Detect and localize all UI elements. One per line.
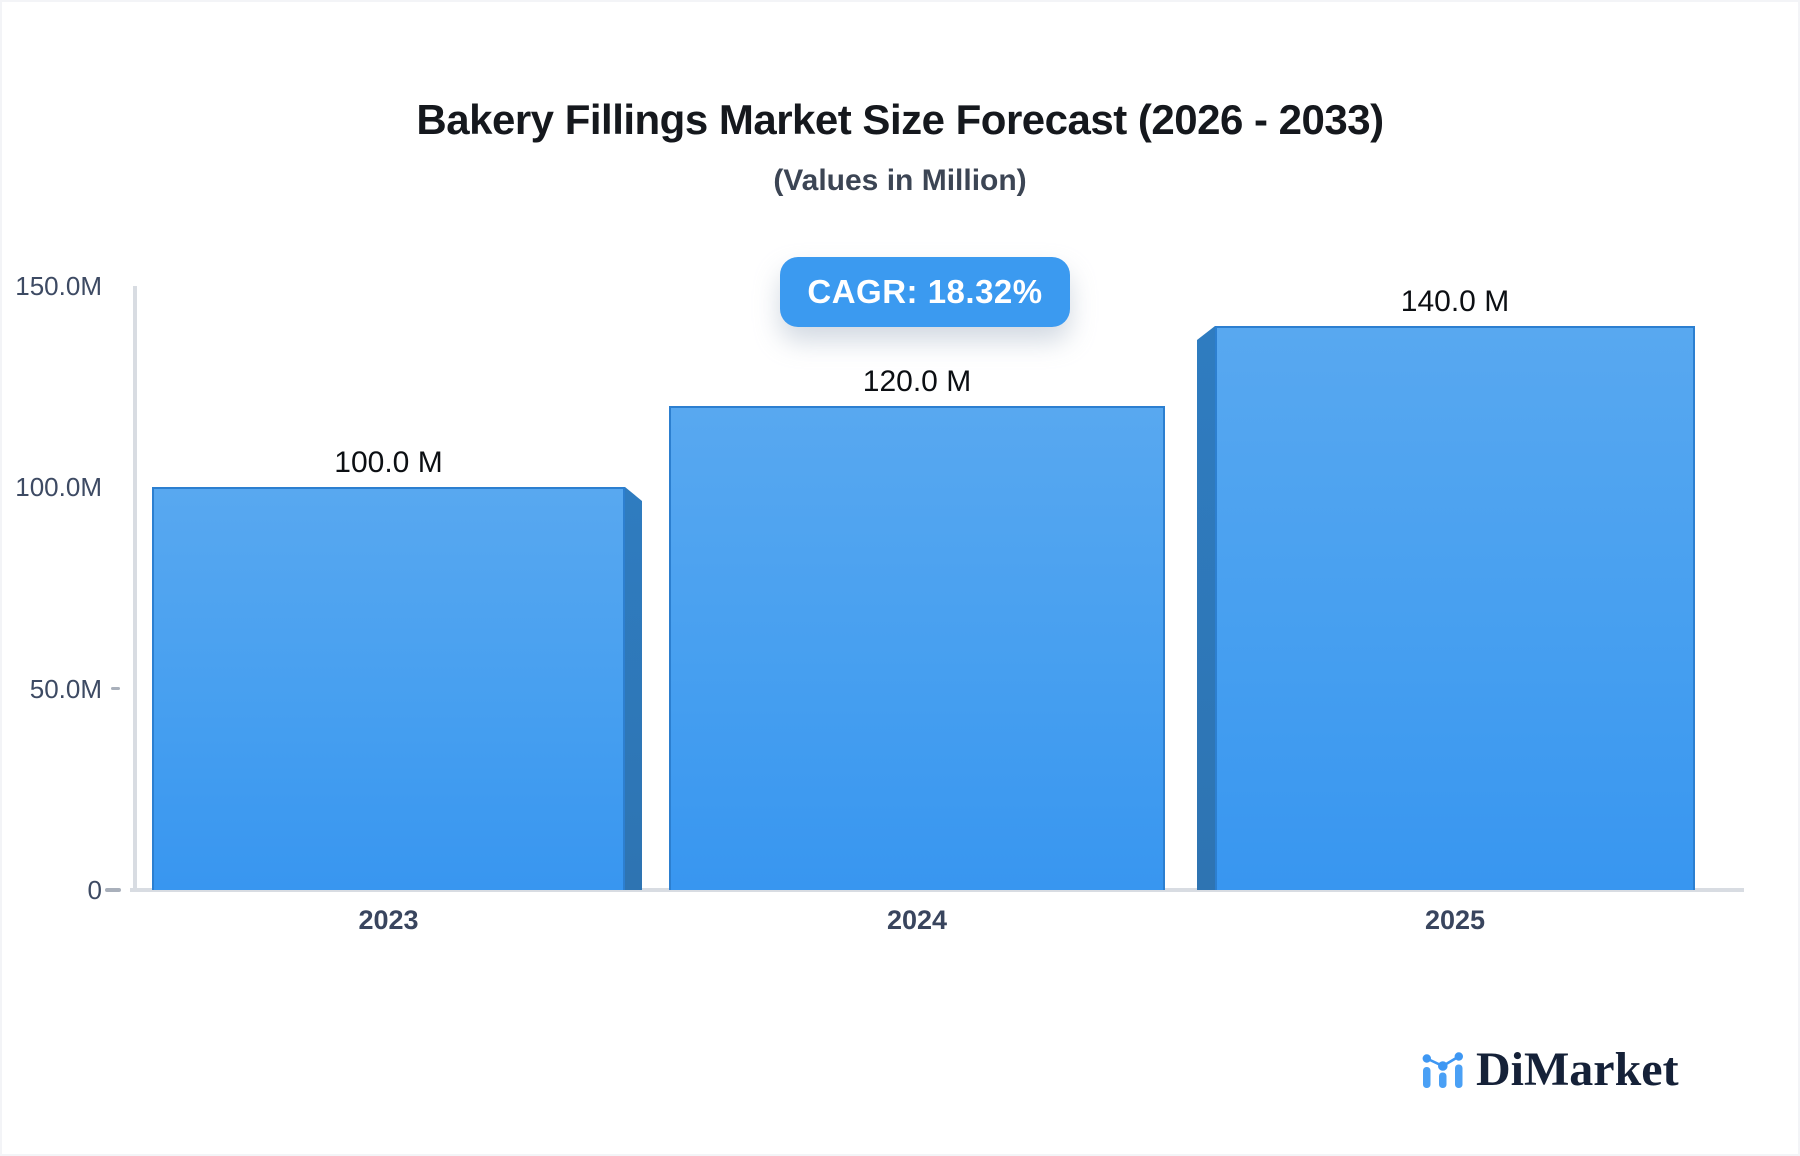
bar-value-label: 100.0 M (334, 446, 443, 479)
brand-logo: DiMarket (1422, 1044, 1679, 1096)
chart-subtitle: (Values in Million) (773, 164, 1027, 197)
y-axis-tick-mark (105, 888, 121, 892)
y-axis-tick-label: 100.0M (15, 472, 102, 502)
bar-2025 (1215, 326, 1695, 890)
bar-2023 (152, 487, 625, 890)
y-axis-tick-label: 0 (87, 875, 102, 905)
y-axis-tick-label: 50.0M (29, 673, 102, 704)
x-axis-label: 2025 (1424, 905, 1486, 935)
brand-name: DiMarket (1476, 1043, 1679, 1096)
cagr-badge: CAGR: 18.32% (780, 257, 1070, 327)
x-axis-label: 2023 (358, 905, 419, 935)
bar-2024 (669, 406, 1165, 890)
y-axis-line (133, 286, 137, 890)
bar-3d-side-face (625, 487, 642, 890)
y-axis-tick-label: 150.0M (15, 270, 102, 301)
x-axis-line (130, 888, 1744, 892)
y-axis-tick-mark (111, 686, 120, 690)
bar-value-label: 140.0 M (1400, 285, 1510, 318)
chart-title: Bakery Fillings Market Size Forecast (20… (416, 96, 1384, 143)
bar-value-label: 120.0 M (862, 365, 972, 398)
bar-3d-side-face (1197, 326, 1215, 890)
x-axis-label: 2024 (886, 905, 948, 935)
bar-line-chart-icon (1422, 1052, 1463, 1088)
